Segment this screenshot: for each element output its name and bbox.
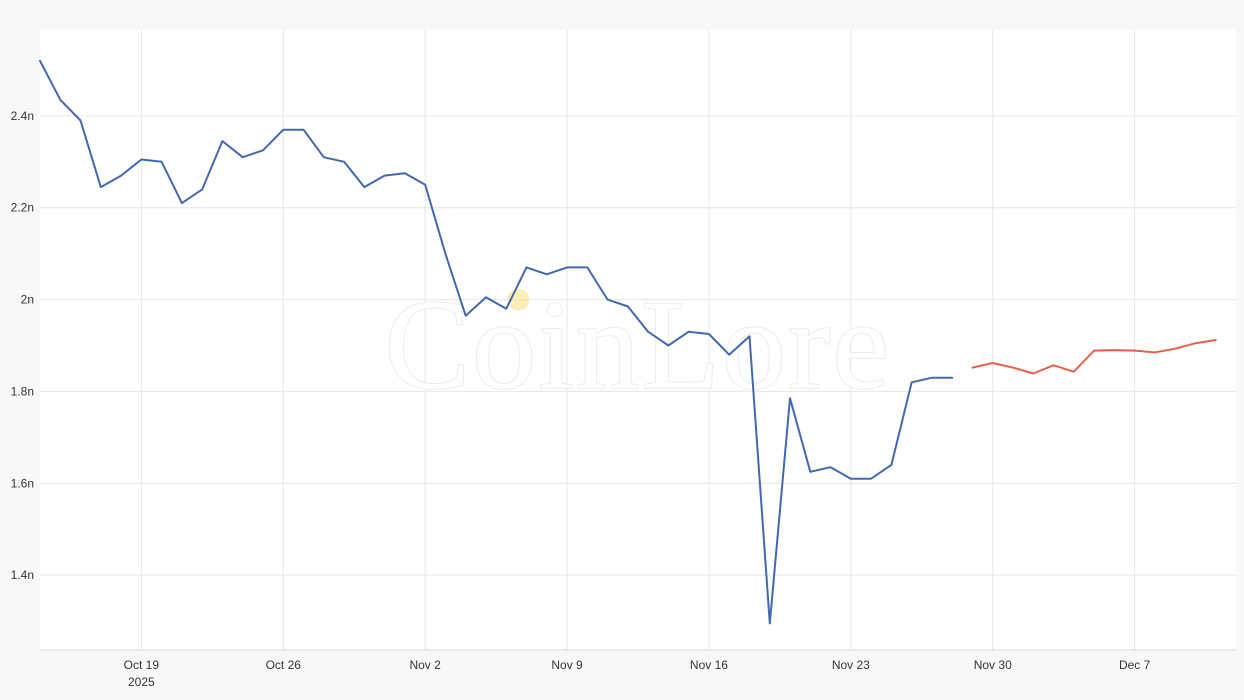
y-axis-label: 1.8n xyxy=(11,384,34,398)
plot-area[interactable] xyxy=(40,30,1236,650)
y-axis-label: 2.2n xyxy=(11,201,34,215)
x-axis-label: Nov 2 xyxy=(409,658,441,672)
y-axis-label: 1.4n xyxy=(11,568,34,582)
x-axis-label: Oct 26 xyxy=(266,658,302,672)
y-axis-label: 2.4n xyxy=(11,109,34,123)
x-axis-label: Nov 30 xyxy=(974,658,1012,672)
y-axis-label: 1.6n xyxy=(11,476,34,490)
x-axis-label: Nov 23 xyxy=(832,658,870,672)
forecast-line[interactable] xyxy=(971,339,1217,375)
y-axis-label: 2n xyxy=(21,293,34,307)
watermark: CoinLore xyxy=(385,274,892,416)
x-axis-sublabel: 2025 xyxy=(128,675,155,689)
x-axis-label: Nov 9 xyxy=(551,658,583,672)
price-history-line[interactable] xyxy=(39,59,954,625)
x-axis-label: Dec 7 xyxy=(1119,658,1151,672)
x-axis-label: Nov 16 xyxy=(690,658,728,672)
x-axis-label: Oct 19 xyxy=(124,658,160,672)
